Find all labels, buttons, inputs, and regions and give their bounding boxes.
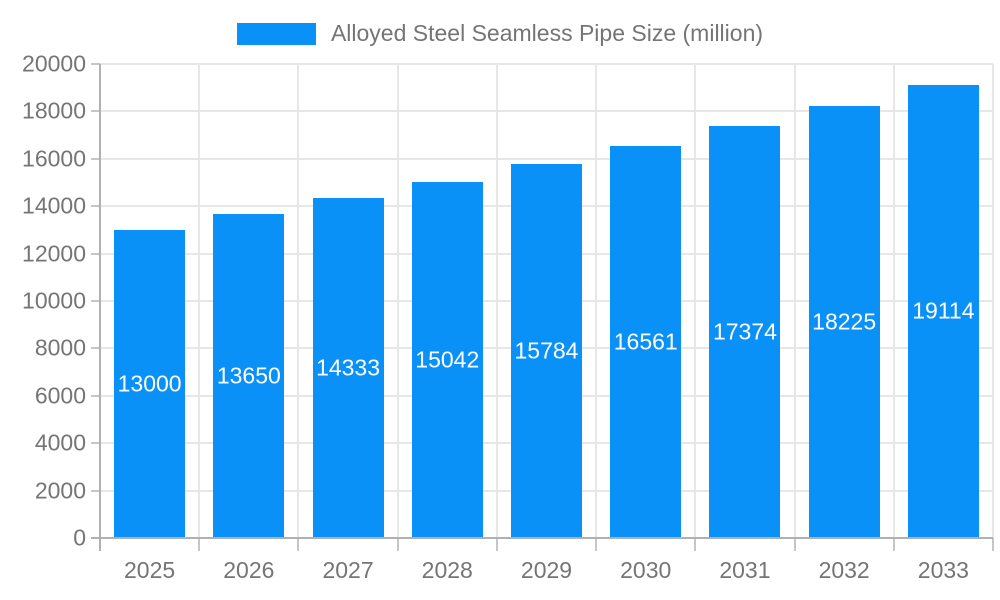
y-axis-tick [91, 157, 100, 160]
y-tick-label: 6000 [34, 382, 86, 409]
bar-value-label: 15042 [415, 346, 480, 373]
x-tick-label: 2029 [520, 557, 573, 583]
gridline-vertical [198, 64, 201, 538]
bar-value-label: 18225 [812, 308, 877, 335]
bar-2028[interactable]: 15042 [411, 181, 483, 538]
y-tick-label: 2000 [34, 477, 86, 504]
y-tick-label: 8000 [34, 334, 86, 361]
legend[interactable]: Alloyed Steel Seamless Pipe Size (millio… [0, 20, 1000, 47]
bar-value-label: 14333 [316, 354, 381, 381]
gridline-horizontal [100, 110, 993, 113]
bar-value-label: 13650 [216, 362, 281, 389]
gridline-vertical [495, 64, 498, 538]
bar-value-label: 16561 [613, 328, 678, 355]
y-axis-tick [91, 110, 100, 113]
gridline-vertical [793, 64, 796, 538]
y-axis-tick [91, 394, 100, 397]
y-axis-tick [91, 205, 100, 208]
bar-2026[interactable]: 13650 [213, 214, 285, 538]
y-axis-tick [91, 347, 100, 350]
bar-2025[interactable]: 13000 [114, 229, 186, 538]
y-tick-label: 18000 [22, 97, 86, 124]
bar-2027[interactable]: 14333 [312, 198, 384, 538]
x-axis-tick [992, 538, 994, 551]
y-tick-label: 20000 [22, 50, 86, 77]
x-tick-label: 2032 [818, 557, 870, 583]
gridline-horizontal [100, 63, 993, 65]
legend-swatch-icon [236, 22, 316, 45]
x-axis-tick [892, 538, 895, 551]
x-axis-tick [297, 538, 300, 551]
y-axis-tick [91, 442, 100, 445]
x-axis-tick [396, 538, 399, 551]
x-tick-label: 2028 [421, 557, 473, 583]
y-axis-tick [91, 63, 100, 65]
bar-value-label: 13000 [117, 370, 182, 397]
y-axis-line [99, 64, 101, 551]
gridline-vertical [892, 64, 895, 538]
y-axis-tick [91, 489, 100, 492]
x-axis-tick [793, 538, 796, 551]
gridline-vertical [694, 64, 697, 538]
gridline-vertical [297, 64, 300, 538]
bar-2031[interactable]: 17374 [709, 126, 781, 538]
x-tick-label: 2025 [124, 557, 176, 583]
bar-2030[interactable]: 16561 [610, 145, 682, 538]
gridline-vertical [992, 64, 994, 538]
x-tick-label: 2031 [719, 557, 771, 583]
y-tick-label: 16000 [22, 145, 86, 172]
bar-2032[interactable]: 18225 [808, 106, 880, 538]
y-tick-label: 10000 [22, 287, 86, 314]
x-tick-label: 2033 [917, 557, 969, 583]
bar-value-label: 19114 [912, 297, 975, 324]
x-tick-label: 2030 [620, 557, 672, 583]
x-axis-tick [495, 538, 498, 551]
bar-value-label: 15784 [514, 337, 579, 364]
x-tick-label: 2027 [322, 557, 374, 583]
bar-2029[interactable]: 15784 [511, 163, 582, 538]
y-axis-tick [91, 252, 100, 255]
y-axis-tick [91, 300, 100, 302]
x-axis-tick [595, 538, 598, 551]
y-tick-label: 14000 [22, 192, 86, 219]
bar-2033[interactable]: 19114 [907, 84, 979, 538]
gridline-vertical [396, 64, 399, 538]
x-tick-label: 2026 [223, 557, 275, 583]
x-axis-tick [198, 538, 201, 551]
legend-label: Alloyed Steel Seamless Pipe Size (millio… [330, 20, 764, 46]
gridline-horizontal [100, 157, 993, 160]
y-tick-label: 0 [73, 524, 86, 551]
x-axis-line [91, 537, 993, 539]
bar-value-label: 17374 [712, 318, 777, 345]
y-tick-label: 12000 [22, 240, 86, 267]
gridline-vertical [595, 64, 598, 538]
x-axis-tick [694, 538, 697, 551]
y-tick-label: 4000 [34, 429, 86, 456]
